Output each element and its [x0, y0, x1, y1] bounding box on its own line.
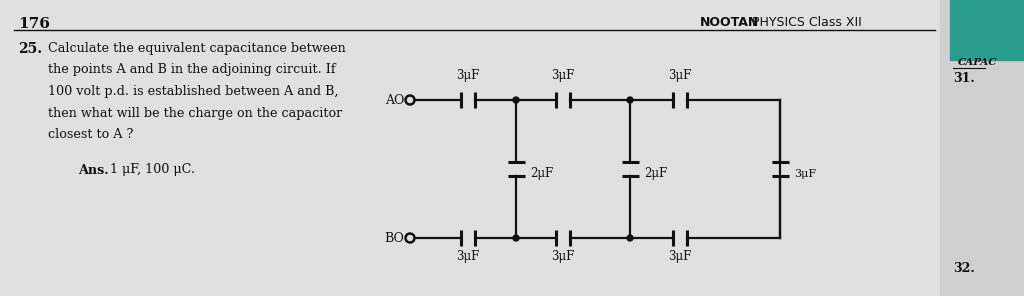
Text: 3μF: 3μF [794, 169, 816, 179]
Circle shape [627, 235, 633, 241]
Text: BO: BO [384, 231, 404, 244]
Text: 100 volt p.d. is established between A and B,: 100 volt p.d. is established between A a… [48, 85, 339, 98]
Text: 3μF: 3μF [669, 69, 691, 82]
Text: 1 μF, 100 μC.: 1 μF, 100 μC. [106, 163, 195, 176]
Text: 3μF: 3μF [457, 250, 479, 263]
Text: 2μF: 2μF [644, 168, 668, 181]
Bar [950, 0, 1024, 60]
Text: AO: AO [385, 94, 404, 107]
Text: 31.: 31. [953, 72, 975, 85]
Text: Calculate the equivalent capacitance between: Calculate the equivalent capacitance bet… [48, 42, 346, 55]
Circle shape [513, 97, 519, 103]
Circle shape [627, 97, 633, 103]
Text: 25.: 25. [18, 42, 42, 56]
Text: 3μF: 3μF [669, 250, 691, 263]
Text: Ans.: Ans. [78, 163, 109, 176]
Bar [940, 0, 1024, 296]
Text: 2μF: 2μF [530, 168, 553, 181]
Text: 32.: 32. [953, 262, 975, 275]
Text: then what will be the charge on the capacitor: then what will be the charge on the capa… [48, 107, 342, 120]
Text: 3μF: 3μF [457, 69, 479, 82]
Text: CAPAC: CAPAC [958, 58, 997, 67]
Text: 3μF: 3μF [551, 250, 574, 263]
Text: 3μF: 3μF [551, 69, 574, 82]
Text: 176: 176 [18, 17, 50, 31]
Text: the points A and B in the adjoining circuit. If: the points A and B in the adjoining circ… [48, 64, 336, 76]
Text: closest to A ?: closest to A ? [48, 128, 133, 141]
Circle shape [513, 235, 519, 241]
Text: PHYSICS Class XII: PHYSICS Class XII [748, 15, 862, 28]
Text: NOOTAN: NOOTAN [700, 15, 759, 28]
